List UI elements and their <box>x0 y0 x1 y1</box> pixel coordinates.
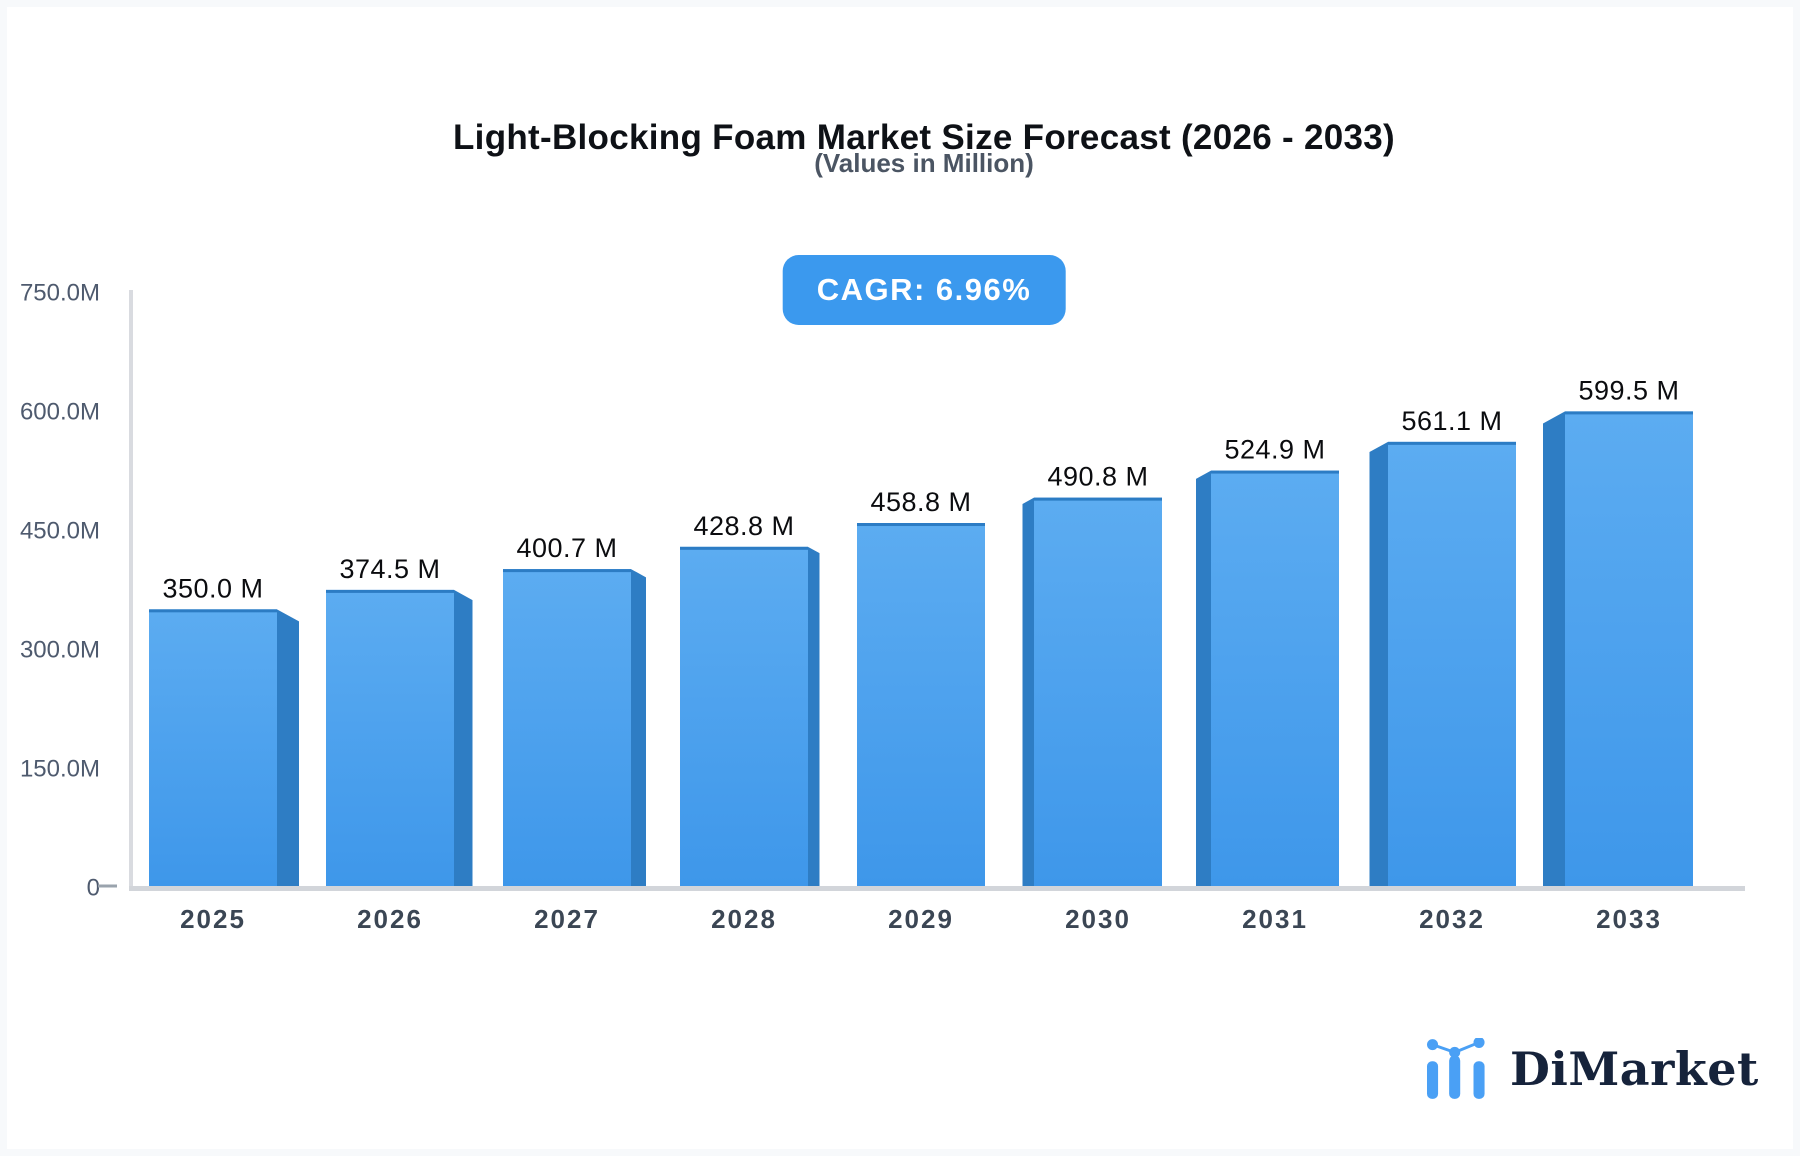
bar-top-edge-2028 <box>680 546 808 550</box>
bar-value-label-2033: 599.5 M <box>1578 375 1679 405</box>
bar-2025 <box>149 609 277 886</box>
bar-value-label-2032: 561.1 M <box>1401 406 1502 436</box>
chart-title: Light-Blocking Foam Market Size Forecast… <box>452 118 1396 158</box>
x-axis-label-2029: 2029 <box>888 904 954 934</box>
x-axis-label-2025: 2025 <box>180 904 246 934</box>
bar-2029 <box>857 523 985 886</box>
x-axis-label-2027: 2027 <box>534 904 600 934</box>
bar-2030 <box>1034 497 1162 886</box>
y-axis-tick-label-450.0M: 450.0M <box>20 518 100 545</box>
bar-top-edge-2031 <box>1211 470 1339 474</box>
x-axis-label-2026: 2026 <box>357 904 423 934</box>
bar-chart-trend-icon <box>1427 1038 1485 1099</box>
bar-value-label-2030: 490.8 M <box>1047 462 1148 492</box>
bar-2028 <box>680 546 808 886</box>
x-axis-label-2032: 2032 <box>1419 904 1485 934</box>
bar-2032 <box>1388 441 1516 886</box>
x-axis-label-2031: 2031 <box>1242 904 1308 934</box>
bar-value-label-2026: 374.5 M <box>339 554 440 584</box>
bar-top-edge-2025 <box>149 609 277 613</box>
y-axis-tick-label-0: 0 <box>87 875 100 902</box>
bar-side-face-2033 <box>1543 411 1565 886</box>
y-axis-tick-label-600.0M: 600.0M <box>20 399 100 426</box>
bar-top-edge-2029 <box>857 523 985 527</box>
y-axis-tick-label-300.0M: 300.0M <box>20 637 100 664</box>
dimarket-logo-text: DiMarket <box>1510 1042 1759 1096</box>
bar-2031 <box>1211 470 1339 886</box>
bar-top-edge-2026 <box>326 589 454 593</box>
chart-subtitle: (Values in Million) <box>814 148 1034 178</box>
bar-side-face-2032 <box>1369 441 1388 886</box>
bar-value-label-2027: 400.7 M <box>516 533 617 563</box>
bar-2027 <box>503 569 631 886</box>
bar-side-face-2030 <box>1022 497 1034 886</box>
bar-top-edge-2030 <box>1034 497 1162 501</box>
bar-2026 <box>326 589 454 886</box>
dimarket-logo: DiMarket <box>1420 1038 1759 1100</box>
y-axis-tick-label-750.0M: 750.0M <box>20 280 100 307</box>
x-axis-label-2030: 2030 <box>1065 904 1131 934</box>
bar-value-label-2029: 458.8 M <box>870 487 971 517</box>
bar-value-label-2028: 428.8 M <box>693 511 794 541</box>
bar-side-face-2031 <box>1196 470 1211 886</box>
bar-side-face-2025 <box>277 609 299 886</box>
cagr-badge: CAGR: 6.96% <box>782 255 1066 325</box>
bar-value-label-2031: 524.9 M <box>1224 435 1325 465</box>
bar-top-edge-2032 <box>1388 441 1516 445</box>
bar-value-label-2025: 350.0 M <box>162 573 263 603</box>
bar-top-edge-2033 <box>1565 411 1693 415</box>
x-axis-label-2033: 2033 <box>1596 904 1662 934</box>
bar-side-face-2026 <box>454 589 473 886</box>
x-axis-label-2028: 2028 <box>711 904 777 934</box>
y-axis-tick-label-150.0M: 150.0M <box>20 756 100 783</box>
bar-side-face-2028 <box>808 546 820 886</box>
bar-top-edge-2027 <box>503 569 631 573</box>
bar-2033 <box>1565 411 1693 886</box>
bar-side-face-2027 <box>631 569 646 886</box>
